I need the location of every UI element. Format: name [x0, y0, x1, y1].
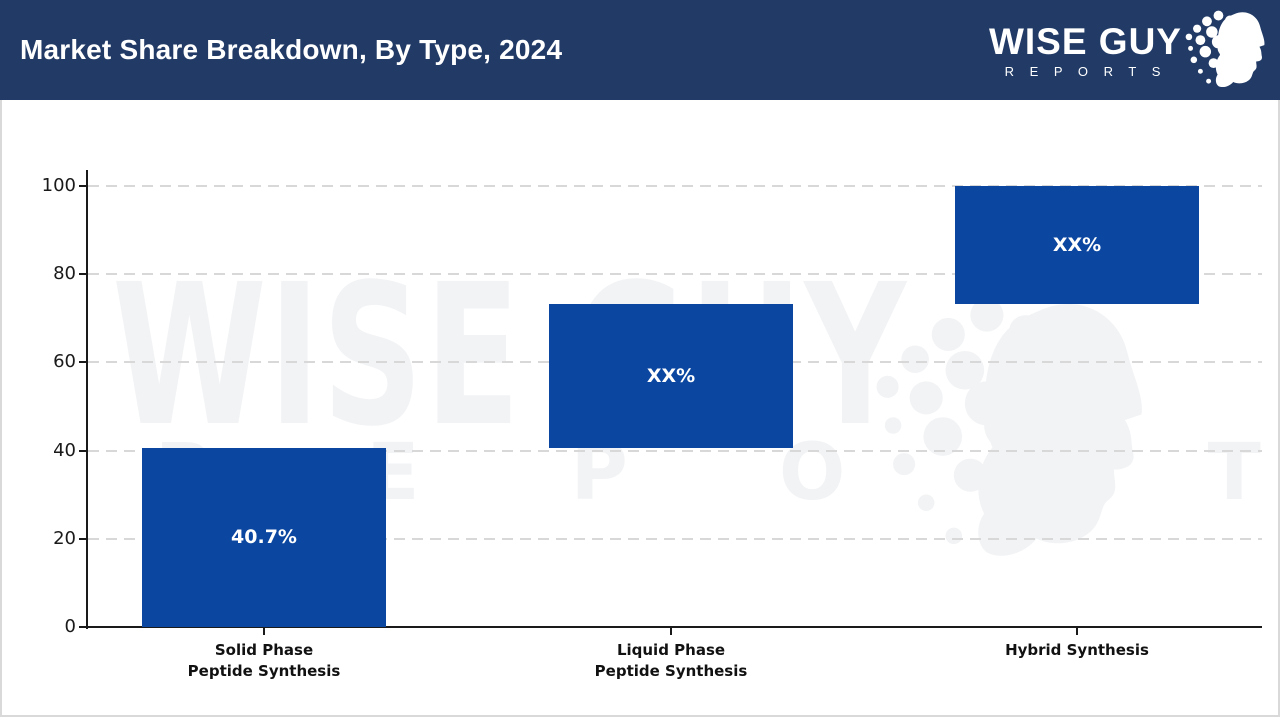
bar-segment: XX% — [955, 186, 1199, 305]
logo-wordmark: WISE GUY R E P O R T S — [988, 20, 1182, 79]
waterfall-chart: WISE GUY R E P O R T S 02040608010040.7%… — [0, 100, 1280, 720]
logo-title: WISE GUY — [988, 20, 1182, 62]
y-tick-label: 40 — [53, 439, 76, 461]
y-tick-label: 60 — [53, 351, 76, 373]
face-profile-icon — [1185, 10, 1265, 88]
bar-value-label: XX% — [646, 364, 696, 387]
y-tick-label: 80 — [53, 263, 76, 285]
page-title: Market Share Breakdown, By Type, 2024 — [20, 34, 563, 65]
x-category-label: Solid Phase Peptide Synthesis — [187, 641, 341, 680]
y-tick-60 — [79, 361, 86, 364]
y-tick-80 — [79, 273, 86, 276]
y-axis-line — [86, 170, 88, 629]
y-tick-label: 100 — [41, 175, 76, 196]
logo-subtitle: R E P O R T S — [1004, 63, 1167, 79]
bar-segment: 40.7% — [142, 447, 386, 627]
x-tick — [263, 628, 265, 635]
wise-guy-reports-logo: WISE GUY R E P O R T S — [989, 9, 1266, 91]
y-tick-40 — [79, 449, 86, 452]
x-tick — [670, 628, 672, 635]
y-tick-0 — [79, 626, 86, 628]
y-tick-20 — [79, 537, 86, 540]
x-tick — [1076, 628, 1078, 635]
y-tick-label: 0 — [64, 616, 76, 637]
gridline-80 — [88, 273, 1262, 276]
x-category-label: Hybrid Synthesis — [1005, 641, 1149, 659]
bar-value-label: 40.7% — [231, 526, 297, 549]
x-axis-line — [87, 626, 1262, 628]
bar-segment: XX% — [549, 304, 793, 448]
watermark-face-icon — [876, 298, 1142, 556]
header-bar: Market Share Breakdown, By Type, 2024 WI… — [0, 0, 1280, 100]
y-tick-label: 20 — [53, 527, 76, 549]
y-tick-100 — [79, 185, 86, 187]
bar-value-label: XX% — [1052, 234, 1102, 257]
x-category-label: Liquid Phase Peptide Synthesis — [594, 641, 748, 680]
gridline-40 — [88, 449, 1262, 452]
gridline-100 — [88, 185, 1262, 187]
gridline-20 — [88, 537, 1262, 540]
